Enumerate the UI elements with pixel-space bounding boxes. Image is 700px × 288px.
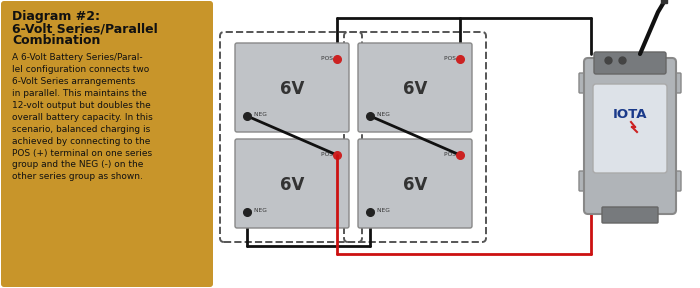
FancyBboxPatch shape [358,139,472,228]
FancyBboxPatch shape [358,43,472,132]
FancyBboxPatch shape [594,52,666,74]
Text: 6V: 6V [280,177,304,194]
FancyBboxPatch shape [579,171,589,191]
Text: 6V: 6V [402,177,427,194]
FancyBboxPatch shape [671,73,681,93]
Text: Combination: Combination [12,34,100,47]
Text: - NEG: - NEG [373,209,390,213]
Text: POS +: POS + [321,151,340,156]
Text: IOTA: IOTA [612,109,648,122]
Text: 6V: 6V [402,81,427,98]
Text: Diagram #2:: Diagram #2: [12,10,100,23]
Text: - NEG: - NEG [250,113,267,118]
FancyBboxPatch shape [602,207,658,223]
Text: POS +: POS + [444,56,463,60]
Text: POS +: POS + [321,56,340,60]
Text: 6V: 6V [280,81,304,98]
FancyBboxPatch shape [584,58,676,214]
FancyBboxPatch shape [1,1,213,287]
FancyBboxPatch shape [235,139,349,228]
FancyBboxPatch shape [593,84,667,173]
FancyBboxPatch shape [235,43,349,132]
Text: A 6-Volt Battery Series/Paral-
lel configuration connects two
6-Volt Series arra: A 6-Volt Battery Series/Paral- lel confi… [12,53,153,181]
Text: 6-Volt Series/Parallel: 6-Volt Series/Parallel [12,22,158,35]
FancyBboxPatch shape [579,73,589,93]
Text: - NEG: - NEG [373,113,390,118]
Text: POS +: POS + [444,151,463,156]
Text: - NEG: - NEG [250,209,267,213]
FancyBboxPatch shape [671,171,681,191]
